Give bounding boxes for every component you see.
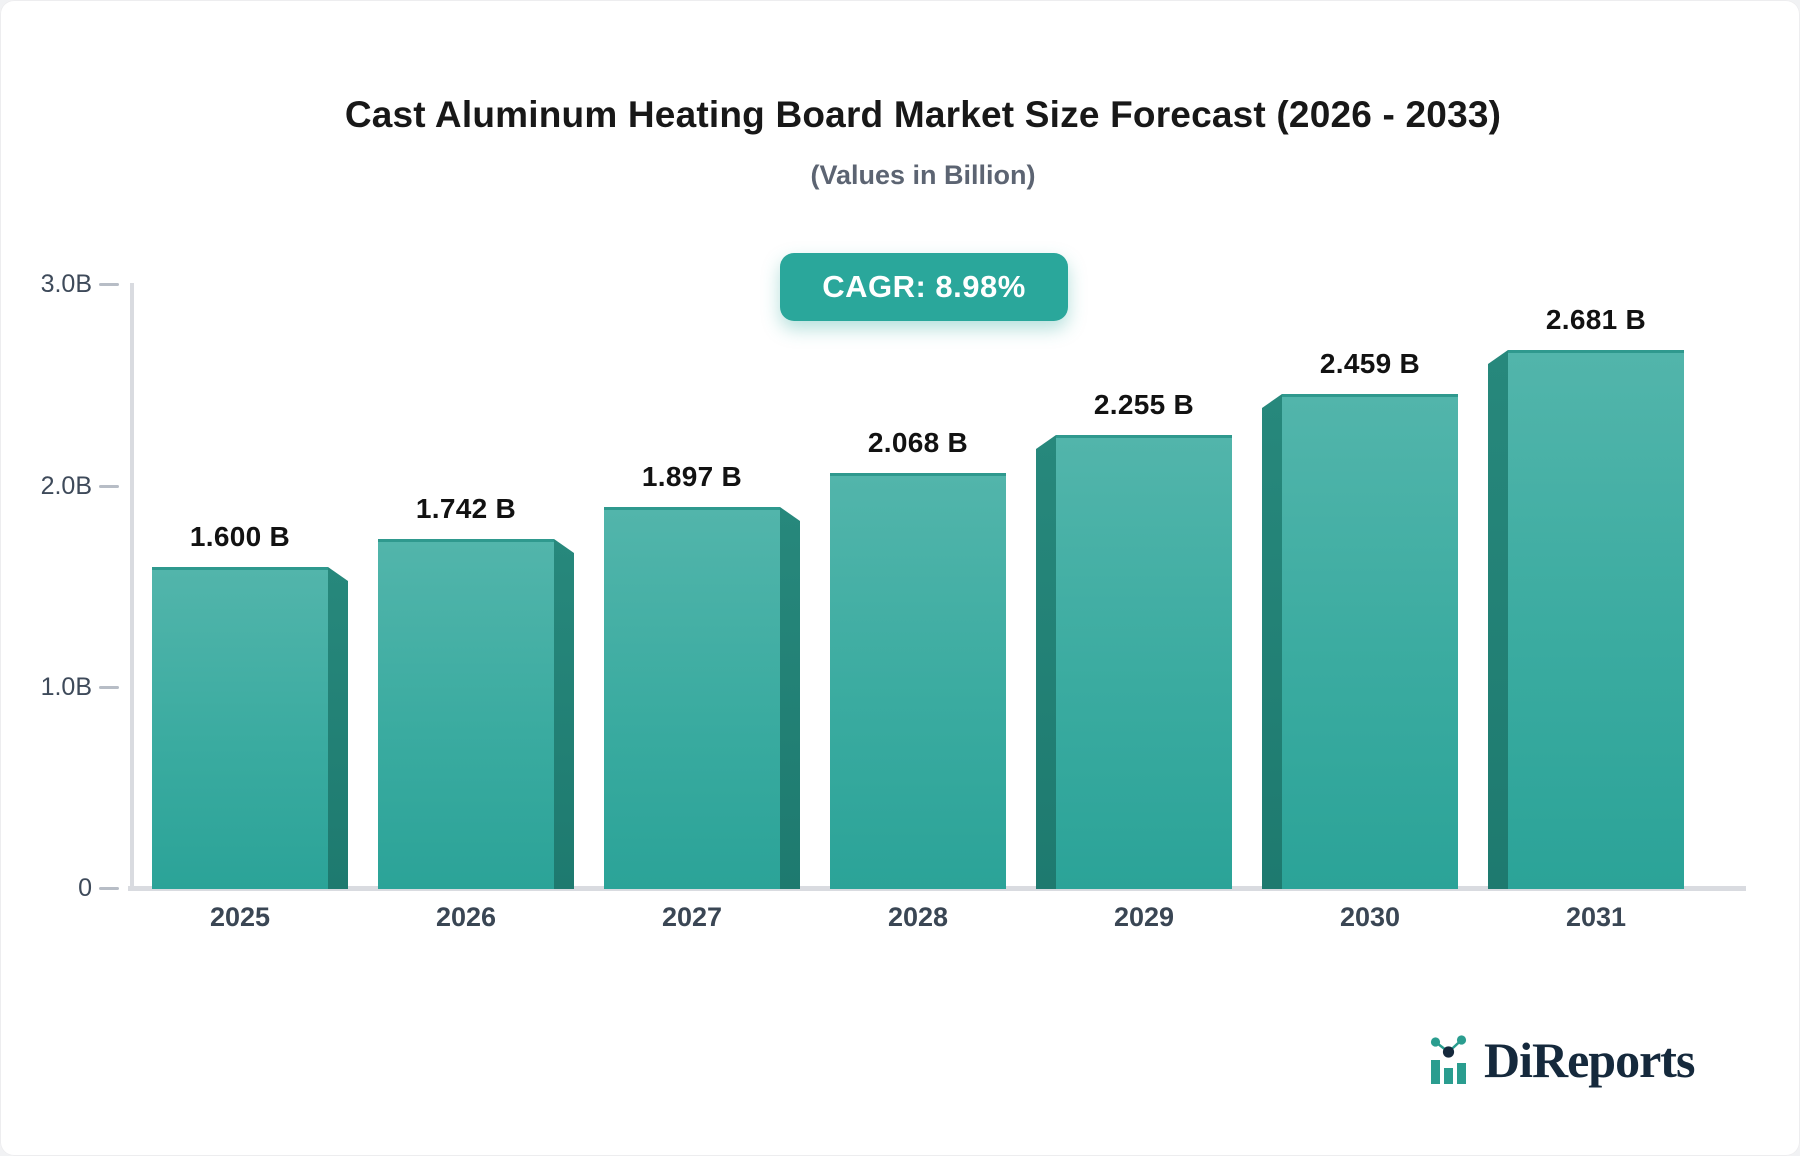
x-axis-label-2030: 2030 [1339,902,1401,932]
x-axis-label-2026: 2026 [435,902,497,932]
bar-3d-side [1036,435,1056,889]
y-tick-label: 3.0B [40,270,92,298]
bar-3d-side [554,539,574,889]
bar-3d-side [328,567,348,889]
bar-2025 [152,567,328,889]
bar-value-label: 2.459 B [1319,348,1421,379]
bar-value-label: 2.255 B [1093,389,1195,420]
y-tick-mark [99,887,119,890]
mini-bar-chart-icon [1430,1035,1467,1084]
direports-logo: DiReports [1429,1032,1695,1088]
direports-logo-text: DiReports [1484,1032,1695,1088]
x-axis-label-2027: 2027 [661,902,723,932]
y-tick-mark [99,283,119,286]
bar-2028 [830,473,1006,889]
y-tick-label: 1.0B [40,673,92,701]
bar-2029 [1056,435,1232,889]
bar-value-label: 1.897 B [641,461,743,492]
bar-3d-side [780,507,800,889]
chart-title: Cast Aluminum Heating Board Market Size … [344,94,1502,135]
y-tick-mark [99,686,119,689]
bar-2030 [1282,394,1458,889]
y-tick-label: 0 [78,874,92,902]
y-axis-line [130,283,134,889]
cagr-badge: CAGR: 8.98% [780,253,1068,321]
bar-3d-side [1262,394,1282,889]
bar-value-label: 2.681 B [1545,304,1647,335]
bar-2026 [378,539,554,889]
x-axis-label-2028: 2028 [887,902,949,932]
y-tick-label: 2.0B [40,472,92,500]
chart-subtitle: (Values in Billion) [810,160,1036,190]
y-tick-mark [99,485,119,488]
bar-2031 [1508,350,1684,889]
x-axis-label-2029: 2029 [1113,902,1175,932]
bar-3d-side [1488,350,1508,889]
bar-2027 [604,507,780,889]
bar-value-label: 2.068 B [867,427,969,458]
cagr-badge-label: CAGR: 8.98% [822,269,1026,304]
x-axis-label-2031: 2031 [1565,902,1627,932]
bar-value-label: 1.742 B [415,493,517,524]
x-axis-label-2025: 2025 [209,902,271,932]
bar-value-label: 1.600 B [189,521,291,552]
